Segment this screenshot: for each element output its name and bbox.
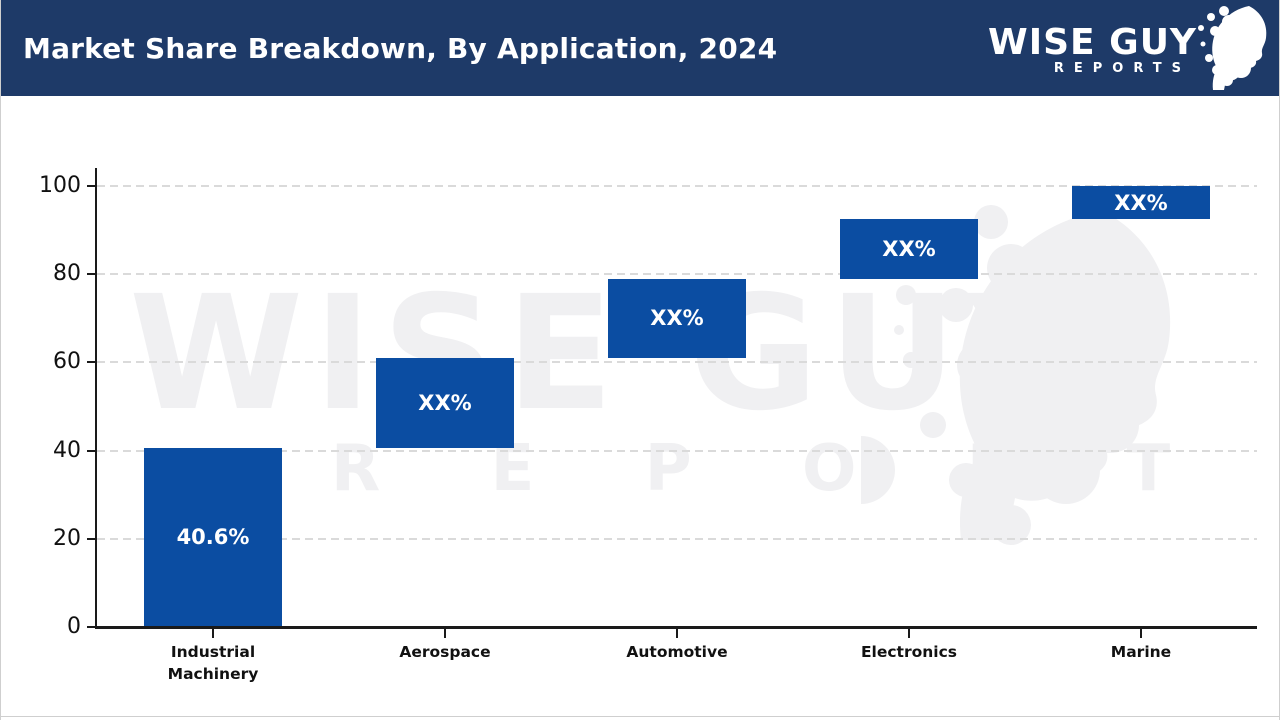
y-tick [87,185,95,187]
page-title: Market Share Breakdown, By Application, … [23,31,778,65]
gridline-100 [97,185,1257,187]
brand-logo-wordmark: WISE GUY [987,22,1197,63]
bar-segment: XX% [376,357,514,448]
y-tick-label: 0 [67,614,81,639]
y-tick-label: 100 [39,173,81,198]
y-tick [87,626,95,628]
brand-logo-subtext: REPORTS [1053,61,1191,76]
x-tick [1140,629,1142,638]
x-category-label: Marine [1110,643,1172,661]
y-tick-label: 40 [53,437,81,463]
gridline-60 [97,361,1257,364]
x-category-label: Automotive [626,643,728,661]
header-band: Market Share Breakdown, By Application, … [1,0,1279,96]
bar-value-label: XX% [418,390,472,415]
y-tick [87,449,95,452]
x-axis [95,626,1257,629]
bar-value-label: XX% [882,236,936,261]
gridline-20 [97,537,1257,540]
y-tick-label: 80 [53,261,81,287]
bar-segment: XX% [840,219,978,279]
y-tick [87,537,95,540]
bar-segment: XX% [1072,186,1210,220]
x-tick [444,629,446,638]
gridline-80 [97,273,1257,276]
bar-value-label: XX% [1114,190,1168,215]
bar-value-label: XX% [650,306,704,331]
bar-value-label: 40.6% [176,525,250,550]
x-tick [908,629,910,638]
watermark-wordmark: WISE GUY [129,262,1092,446]
y-tick-label: 20 [53,525,81,551]
gridline-40 [97,449,1257,452]
x-tick [212,629,214,638]
x-tick [676,629,678,638]
y-tick-label: 60 [53,349,81,375]
bar-segment: XX% [608,278,746,358]
x-category-label: Industrial Machinery [167,643,259,683]
page-bottom-border [1,716,1279,717]
bar-segment: 40.6% [144,447,282,627]
y-tick [87,273,95,276]
watermark-head-icon [861,205,1171,545]
brand-logo: WISE GUY REPORTS [988,0,1269,96]
y-tick [87,361,95,364]
y-axis [95,168,97,627]
dotted-head-icon [1198,6,1267,90]
x-category-label: Electronics [860,643,958,661]
x-category-label: Aerospace [399,643,491,661]
